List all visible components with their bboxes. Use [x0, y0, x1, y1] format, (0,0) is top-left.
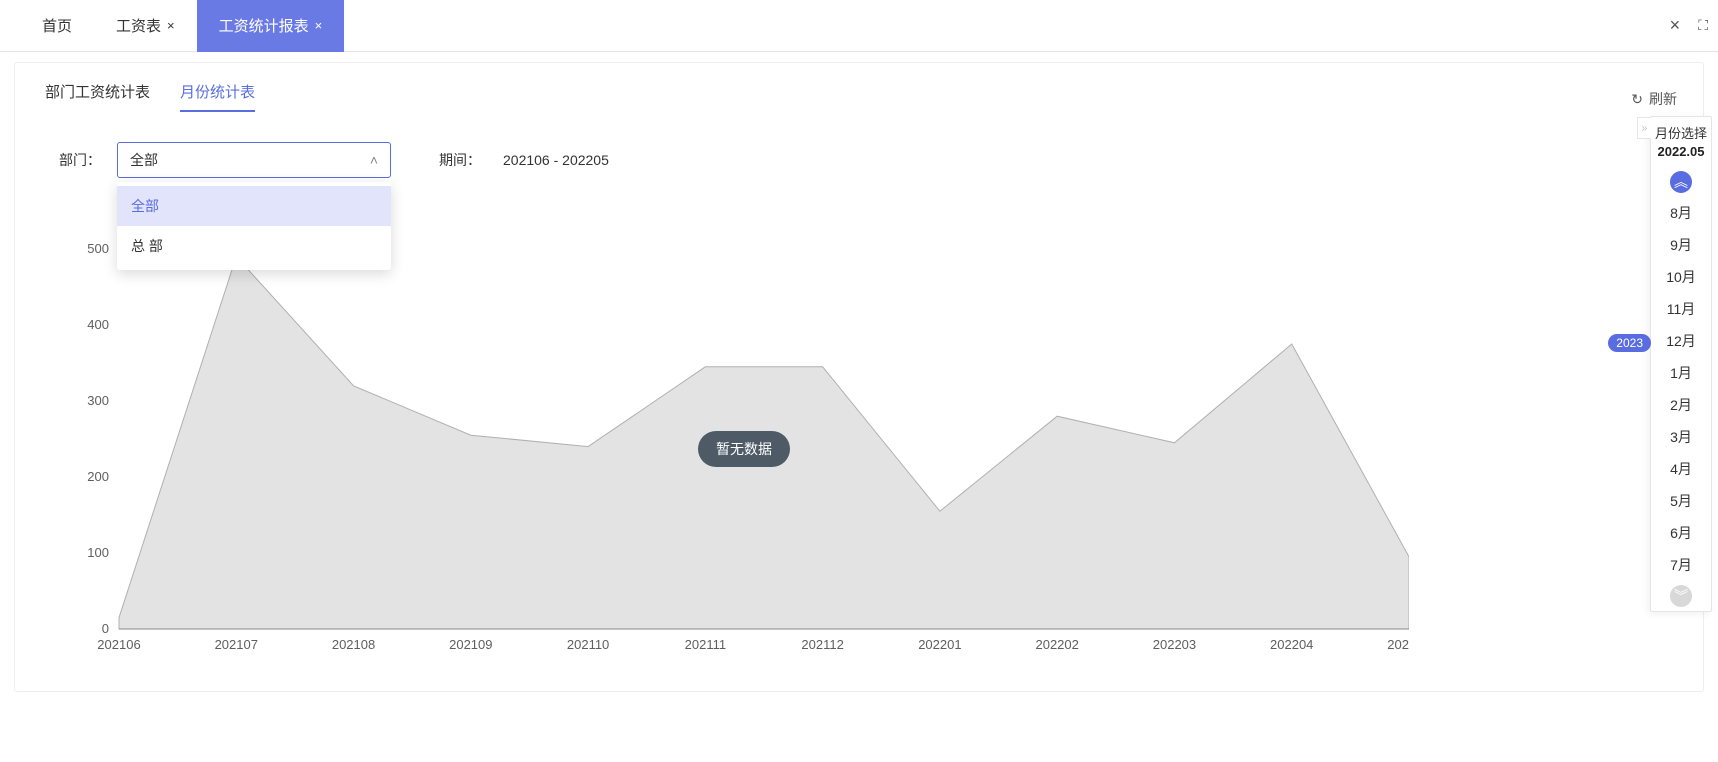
fullscreen-icon[interactable]: ⛶ — [1698, 17, 1708, 34]
month-item-5[interactable]: 1月 — [1670, 363, 1692, 383]
month-item-11[interactable]: 7月 — [1670, 555, 1692, 575]
svg-text:100: 100 — [87, 545, 109, 560]
month-item-4[interactable]: 12月 — [1666, 331, 1696, 351]
sub-tab-0[interactable]: 部门工资统计表 — [45, 81, 150, 112]
svg-text:202106: 202106 — [97, 637, 140, 652]
svg-text:202202: 202202 — [1035, 637, 1078, 652]
svg-text:202205: 202205 — [1387, 637, 1409, 652]
month-collapse-icon[interactable]: » — [1637, 117, 1651, 139]
svg-text:202201: 202201 — [918, 637, 961, 652]
dept-option-0[interactable]: 全部 — [117, 186, 391, 226]
svg-text:202204: 202204 — [1270, 637, 1313, 652]
chevron-double-up-icon: ︽ — [1674, 172, 1688, 192]
chart-area: 0 100 200 300 400 500 202106 202107 202108 202109… — [79, 239, 1409, 659]
month-picker-title: 月份选择 — [1655, 117, 1707, 144]
content-card: 部门工资统计表月份统计表 ↻ 刷新 部门： 全部 ˄ 期间： 202106 - … — [14, 62, 1704, 692]
period-label: 期间： — [439, 150, 483, 170]
month-item-10[interactable]: 6月 — [1670, 523, 1692, 543]
nav-close-icon[interactable]: × — [1670, 15, 1681, 36]
close-icon[interactable]: × — [315, 18, 323, 33]
svg-text:300: 300 — [87, 393, 109, 408]
chevron-double-down-icon: ︾ — [1674, 586, 1688, 606]
svg-text:202112: 202112 — [801, 637, 843, 652]
month-item-3[interactable]: 11月 — [1667, 299, 1696, 319]
svg-text:0: 0 — [102, 621, 109, 636]
sub-tabs: 部门工资统计表月份统计表 — [35, 63, 1683, 118]
dept-dropdown: 全部总 部 — [117, 182, 391, 270]
chevron-up-icon: ˄ — [370, 152, 378, 168]
dept-select[interactable]: 全部 ˄ — [117, 142, 391, 178]
svg-text:202107: 202107 — [215, 637, 258, 652]
nav-tabs: 首页 工资表 × 工资统计报表 × × ⛶ — [0, 0, 1718, 52]
refresh-label: 刷新 — [1649, 89, 1677, 109]
svg-text:202203: 202203 — [1153, 637, 1196, 652]
nav-tab-label: 工资统计报表 — [219, 15, 309, 36]
nav-right-controls: × ⛶ — [1670, 15, 1708, 36]
filter-row: 部门： 全部 ˄ 期间： 202106 - 202205 全部总 部 — [59, 142, 1683, 178]
month-item-9[interactable]: 5月 — [1670, 491, 1692, 511]
month-item-8[interactable]: 4月 — [1670, 459, 1692, 479]
nav-tab-label: 首页 — [42, 15, 72, 36]
month-item-2[interactable]: 10月 — [1666, 267, 1696, 287]
dept-label: 部门： — [59, 150, 103, 170]
month-item-0[interactable]: 8月 — [1670, 203, 1692, 223]
year-badge: 2023 — [1608, 334, 1651, 352]
nav-tab-0[interactable]: 首页 — [20, 0, 94, 52]
nav-tab-label: 工资表 — [116, 15, 161, 36]
area-chart-svg: 0 100 200 300 400 500 202106 202107 202108 202109… — [79, 239, 1409, 659]
svg-text:202108: 202108 — [332, 637, 375, 652]
month-item-7[interactable]: 3月 — [1670, 427, 1692, 447]
svg-text:500: 500 — [87, 241, 109, 256]
svg-text:202111: 202111 — [685, 637, 726, 652]
refresh-button[interactable]: ↻ 刷新 — [1631, 89, 1677, 109]
dept-select-value: 全部 — [130, 150, 158, 170]
svg-text:202110: 202110 — [567, 637, 609, 652]
refresh-icon: ↻ — [1631, 91, 1643, 108]
svg-text:400: 400 — [87, 317, 109, 332]
month-list: 8月9月10月11月12月20231月2月3月4月5月6月7月 — [1651, 197, 1711, 581]
svg-text:200: 200 — [87, 469, 109, 484]
month-picker-selected: 2022.05 — [1658, 144, 1705, 167]
svg-text:202109: 202109 — [449, 637, 492, 652]
month-picker-panel: » 月份选择 2022.05 ︽ 8月9月10月11月12月20231月2月3月… — [1650, 116, 1712, 612]
month-item-6[interactable]: 2月 — [1670, 395, 1692, 415]
month-down-button[interactable]: ︾ — [1670, 585, 1692, 607]
sub-tab-1[interactable]: 月份统计表 — [180, 81, 255, 112]
close-icon[interactable]: × — [167, 18, 175, 33]
nav-tab-2[interactable]: 工资统计报表 × — [197, 0, 345, 52]
dept-option-1[interactable]: 总 部 — [117, 226, 391, 266]
month-item-1[interactable]: 9月 — [1670, 235, 1692, 255]
month-up-button[interactable]: ︽ — [1670, 171, 1692, 193]
period-value: 202106 - 202205 — [503, 152, 609, 168]
nav-tab-1[interactable]: 工资表 × — [94, 0, 197, 52]
